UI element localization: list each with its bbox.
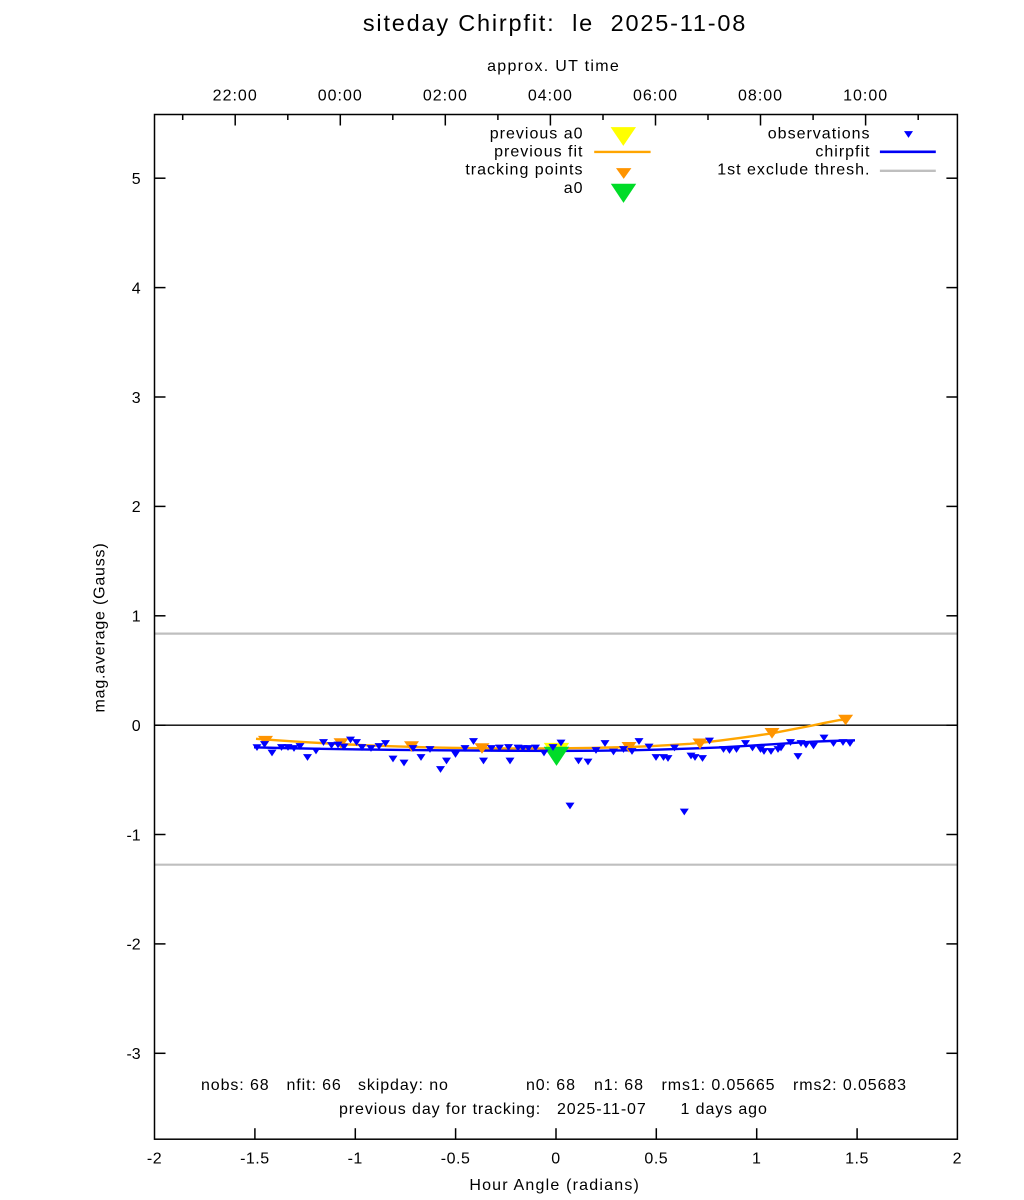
svg-text:-3: -3 bbox=[126, 1046, 140, 1063]
svg-text:0: 0 bbox=[551, 1150, 560, 1167]
svg-text:0.5: 0.5 bbox=[644, 1150, 668, 1167]
svg-text:chirpfit: chirpfit bbox=[815, 144, 870, 161]
svg-text:02:00: 02:00 bbox=[423, 88, 468, 105]
svg-text:5: 5 bbox=[132, 171, 141, 188]
svg-text:1.5: 1.5 bbox=[845, 1150, 869, 1167]
svg-text:04:00: 04:00 bbox=[528, 88, 573, 105]
svg-text:nfit: 66: nfit: 66 bbox=[287, 1077, 342, 1094]
svg-text:approx. UT time: approx. UT time bbox=[487, 58, 620, 75]
svg-text:0: 0 bbox=[132, 718, 141, 735]
svg-text:previous a0: previous a0 bbox=[490, 126, 584, 143]
svg-text:mag.average (Gauss): mag.average (Gauss) bbox=[92, 543, 109, 713]
svg-text:1 days ago: 1 days ago bbox=[681, 1101, 768, 1118]
svg-text:previous fit: previous fit bbox=[494, 144, 583, 161]
svg-text:observations: observations bbox=[768, 126, 871, 143]
svg-text:Hour Angle (radians): Hour Angle (radians) bbox=[469, 1177, 640, 1194]
svg-text:22:00: 22:00 bbox=[213, 88, 258, 105]
svg-text:08:00: 08:00 bbox=[738, 88, 783, 105]
svg-text:2025-11-07: 2025-11-07 bbox=[557, 1101, 647, 1118]
svg-text:-2: -2 bbox=[126, 937, 140, 954]
svg-text:-2: -2 bbox=[147, 1150, 162, 1167]
svg-text:3: 3 bbox=[132, 390, 141, 407]
svg-text:rms1: 0.05665: rms1: 0.05665 bbox=[662, 1077, 776, 1094]
svg-text:4: 4 bbox=[132, 280, 141, 297]
svg-text:previous day for tracking:: previous day for tracking: bbox=[339, 1101, 541, 1118]
svg-text:1st exclude thresh.: 1st exclude thresh. bbox=[717, 162, 870, 179]
svg-text:06:00: 06:00 bbox=[633, 88, 678, 105]
svg-text:siteday Chirpfit: le 2025-11: siteday Chirpfit: le 2025-11-08 bbox=[363, 10, 747, 36]
svg-text:10:00: 10:00 bbox=[843, 88, 888, 105]
svg-text:-0.5: -0.5 bbox=[441, 1150, 471, 1167]
svg-text:n1: 68: n1: 68 bbox=[594, 1077, 644, 1094]
svg-text:2: 2 bbox=[132, 499, 141, 516]
svg-text:00:00: 00:00 bbox=[318, 88, 363, 105]
svg-text:nobs: 68: nobs: 68 bbox=[201, 1077, 270, 1094]
svg-text:2: 2 bbox=[953, 1150, 962, 1167]
svg-text:1: 1 bbox=[132, 609, 141, 626]
svg-text:a0: a0 bbox=[564, 180, 584, 197]
svg-text:-1.5: -1.5 bbox=[240, 1150, 270, 1167]
svg-text:1: 1 bbox=[752, 1150, 761, 1167]
svg-text:-1: -1 bbox=[348, 1150, 363, 1167]
svg-text:-1: -1 bbox=[126, 827, 140, 844]
svg-text:tracking points: tracking points bbox=[465, 162, 583, 179]
svg-text:skipday: no: skipday: no bbox=[358, 1077, 449, 1094]
svg-text:rms2: 0.05683: rms2: 0.05683 bbox=[793, 1077, 907, 1094]
svg-text:n0: 68: n0: 68 bbox=[526, 1077, 576, 1094]
